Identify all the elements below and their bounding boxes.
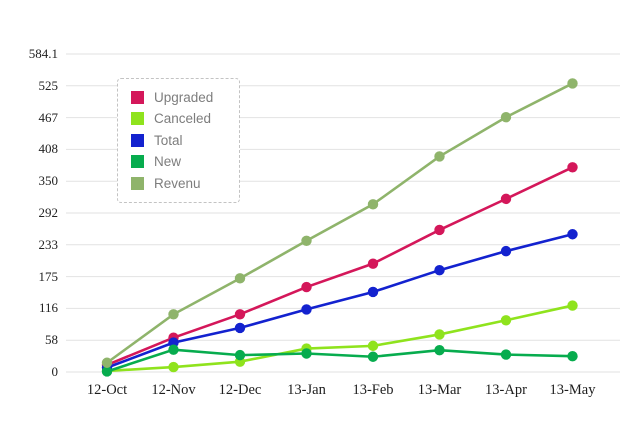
- legend-item-upgraded[interactable]: Upgraded: [131, 88, 227, 107]
- x-tick-label: 13-Mar: [417, 382, 462, 398]
- data-point-new[interactable]: [168, 344, 179, 355]
- data-point-revenu[interactable]: [567, 78, 578, 89]
- data-point-new[interactable]: [434, 345, 445, 356]
- series-line-new: [106, 348, 573, 373]
- series-line-canceled: [106, 304, 573, 373]
- data-point-revenu[interactable]: [500, 112, 512, 123]
- legend-item-total[interactable]: Total: [131, 131, 227, 150]
- y-tick-label: 233: [38, 236, 59, 252]
- x-tick-label: 12-Oct: [86, 382, 128, 398]
- legend-label: Canceled: [154, 111, 212, 127]
- y-tick-label: 58: [45, 332, 58, 348]
- data-point-canceled[interactable]: [168, 361, 179, 373]
- data-point-upgraded[interactable]: [234, 309, 246, 320]
- data-point-new[interactable]: [234, 349, 246, 361]
- legend-item-new[interactable]: New: [131, 153, 227, 172]
- legend-label: Upgraded: [154, 89, 214, 105]
- upgraded-swatch-icon: [131, 90, 144, 104]
- series-line-upgraded: [106, 166, 574, 367]
- data-point-canceled[interactable]: [434, 329, 445, 340]
- data-point-total[interactable]: [367, 286, 379, 298]
- total-swatch-icon: [131, 133, 144, 147]
- series-line-total: [106, 232, 573, 369]
- legend: Upgraded Canceled Total New Revenu: [117, 78, 240, 203]
- legend-item-canceled[interactable]: Canceled: [131, 110, 227, 129]
- data-point-revenu[interactable]: [301, 235, 312, 246]
- series-line-revenu: [106, 82, 574, 364]
- x-tick-label: 13-Feb: [352, 382, 394, 398]
- legend-label: Revenu: [154, 175, 201, 191]
- x-tick-label: 13-May: [549, 382, 596, 398]
- data-point-revenu[interactable]: [101, 357, 113, 368]
- x-tick-label: 13-Jan: [287, 382, 326, 398]
- data-point-total[interactable]: [500, 245, 512, 257]
- data-point-canceled[interactable]: [567, 300, 578, 311]
- y-tick-label: 408: [38, 141, 59, 157]
- data-point-new[interactable]: [367, 351, 379, 362]
- data-point-upgraded[interactable]: [301, 281, 312, 293]
- y-tick-label: 525: [38, 77, 59, 93]
- new-swatch-icon: [131, 155, 144, 169]
- data-point-total[interactable]: [234, 322, 246, 334]
- data-point-upgraded[interactable]: [367, 258, 379, 269]
- legend-label: Total: [154, 132, 183, 148]
- data-point-canceled[interactable]: [500, 315, 512, 326]
- data-point-new[interactable]: [101, 366, 113, 377]
- y-tick-label: 0: [51, 364, 59, 379]
- data-point-canceled[interactable]: [367, 340, 379, 352]
- data-point-revenu[interactable]: [234, 273, 246, 284]
- data-point-revenu[interactable]: [434, 151, 445, 162]
- data-point-new[interactable]: [567, 351, 578, 362]
- data-point-new[interactable]: [301, 348, 312, 359]
- y-tick-label: 467: [38, 109, 59, 125]
- legend-item-revenu[interactable]: Revenu: [131, 174, 227, 193]
- y-tick-label: 350: [38, 173, 59, 189]
- y-tick-label: 584.1: [28, 46, 58, 61]
- data-point-total[interactable]: [567, 229, 578, 240]
- data-point-upgraded[interactable]: [500, 193, 512, 205]
- x-tick-label: 13-Apr: [485, 382, 527, 398]
- revenu-swatch-icon: [131, 176, 144, 190]
- data-point-upgraded[interactable]: [567, 162, 578, 173]
- x-tick-label: 12-Nov: [151, 382, 196, 398]
- y-tick-label: 292: [38, 205, 59, 220]
- legend-label: New: [154, 154, 182, 170]
- y-tick-label: 175: [38, 268, 59, 284]
- y-tick-label: 116: [38, 300, 58, 316]
- data-point-new[interactable]: [500, 349, 512, 360]
- data-point-revenu[interactable]: [168, 309, 179, 320]
- x-tick-label: 12-Dec: [218, 382, 262, 398]
- data-point-revenu[interactable]: [367, 199, 379, 210]
- data-point-total[interactable]: [301, 304, 312, 315]
- data-point-total[interactable]: [434, 264, 445, 276]
- data-point-upgraded[interactable]: [434, 224, 445, 236]
- canceled-swatch-icon: [131, 112, 144, 126]
